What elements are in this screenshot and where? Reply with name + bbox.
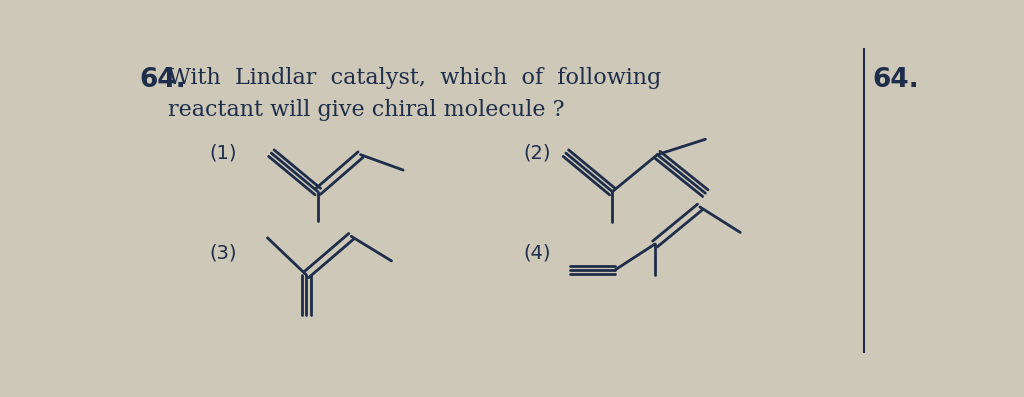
Text: reactant will give chiral molecule ?: reactant will give chiral molecule ? <box>168 99 565 121</box>
Text: (3): (3) <box>209 244 237 263</box>
Text: (1): (1) <box>209 144 237 163</box>
Text: 64.: 64. <box>139 67 186 93</box>
Text: (4): (4) <box>523 244 551 263</box>
Text: 64.: 64. <box>872 67 919 93</box>
Text: (2): (2) <box>523 144 551 163</box>
Text: With  Lindlar  catalyst,  which  of  following: With Lindlar catalyst, which of followin… <box>168 67 662 89</box>
